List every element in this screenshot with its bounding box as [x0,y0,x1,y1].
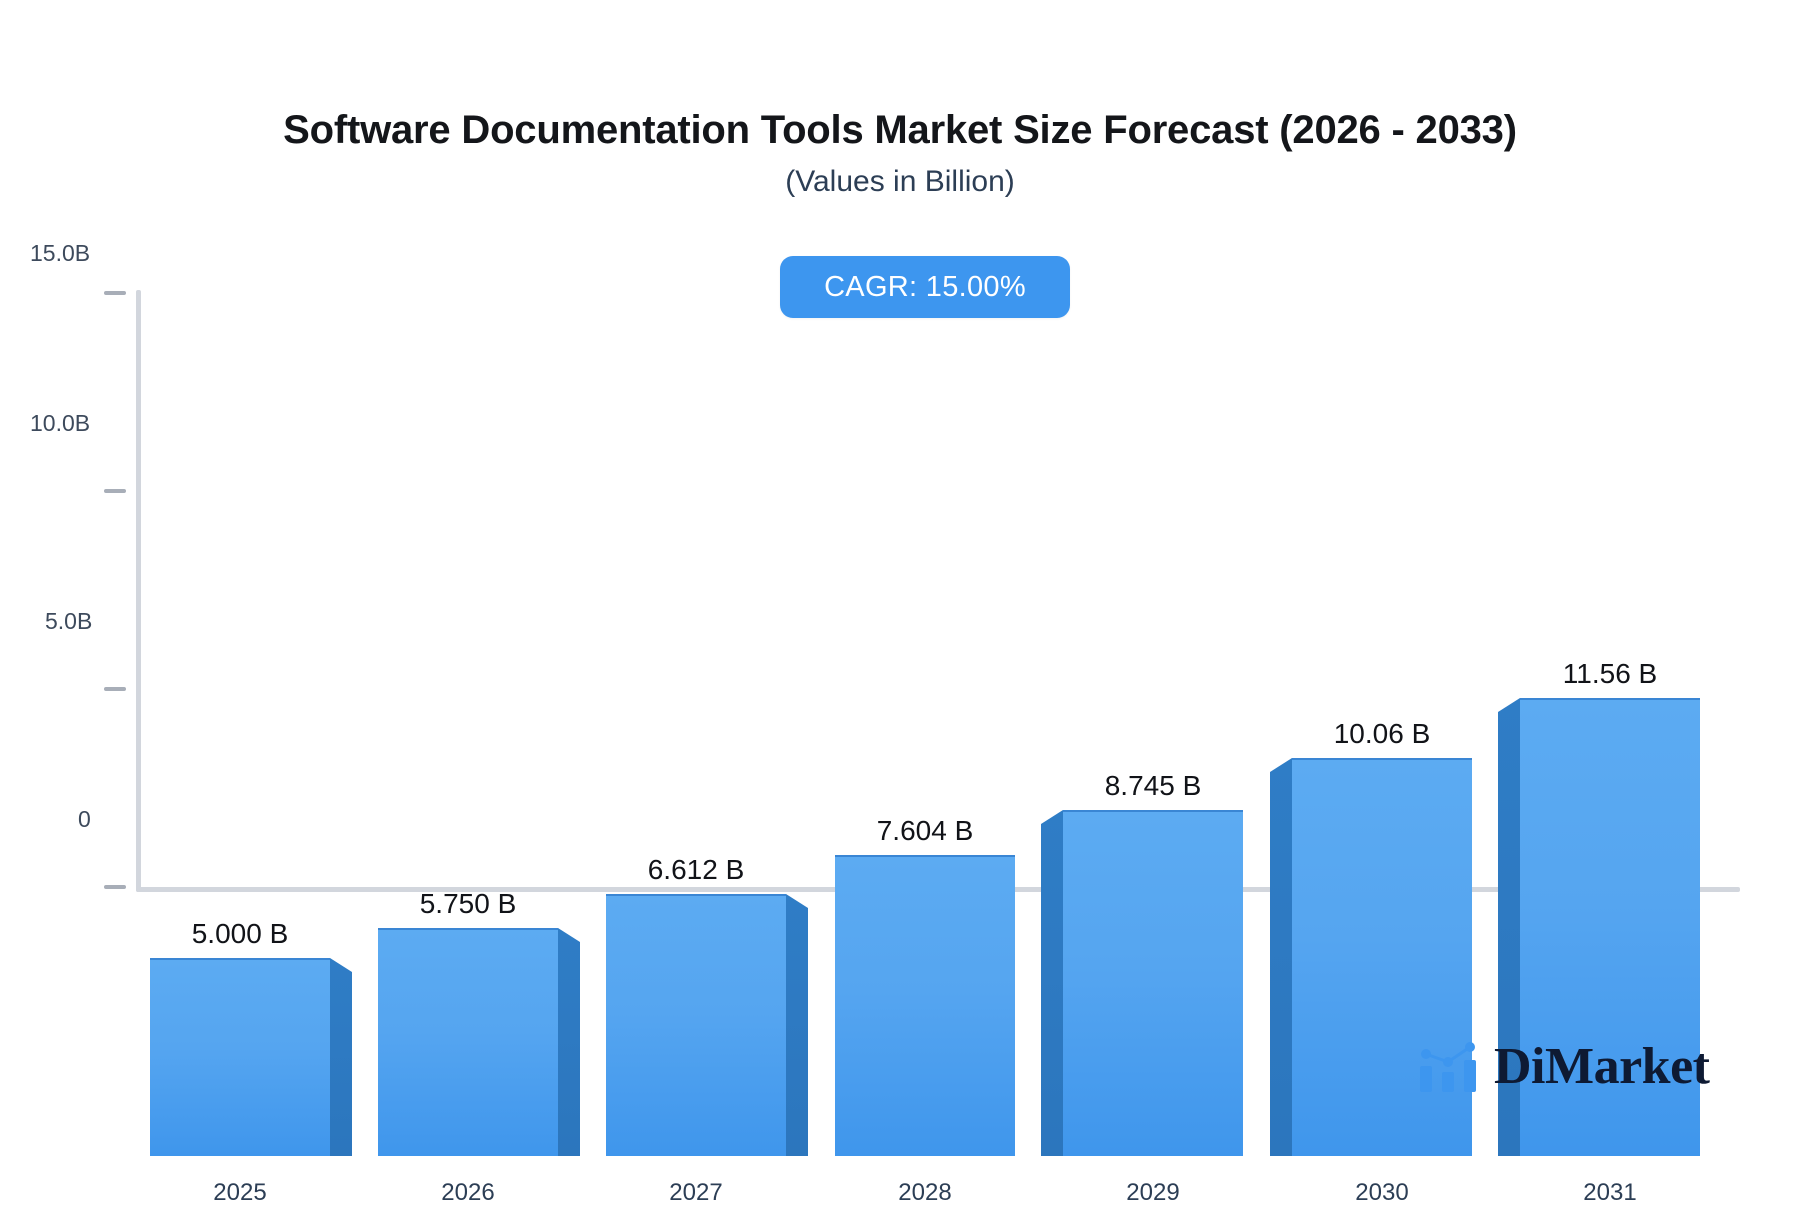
bar-2025: 5.000 B 2025 [150,269,352,1206]
bar-face [378,928,558,1156]
bar-side-shadow [1270,758,1292,1156]
bar-chart-logo-icon [1418,1040,1480,1094]
plot-area: 15.0B 10.0B 5.0B 0 5.000 B 2025 5.750 B … [30,240,1740,1206]
bar-value-label: 8.745 B [1104,770,1202,801]
y-tick-dash-0 [104,885,126,889]
x-tick-label: 2029 [1126,1179,1180,1206]
bar-2029: 8.745 B 2029 [1041,269,1243,1206]
bar-side-shadow [786,894,808,1156]
bar-value-label: 6.612 B [647,854,745,885]
bar-value-label: 10.06 B [1333,718,1431,749]
bar-2027: 6.612 B 2027 [606,269,808,1206]
x-tick-label: 2026 [441,1179,495,1206]
x-tick-label: 2027 [669,1179,723,1206]
x-tick-label: 2031 [1583,1179,1637,1206]
x-tick-label: 2025 [213,1179,267,1206]
chart-canvas: Software Documentation Tools Market Size… [30,108,1740,1206]
bar-2028: 7.604 B 2028 [835,269,1015,1206]
cagr-badge: CAGR: 15.00% [780,256,1070,318]
bar-value-label: 5.750 B [419,888,517,919]
bar-side-shadow [558,928,580,1156]
bar-face [150,958,330,1156]
chart-subtitle: (Values in Billion) [785,165,1015,198]
bar-face [1292,758,1472,1156]
bar-face [1520,698,1700,1156]
bar-side-shadow [330,958,352,1156]
bar-value-label: 11.56 B [1562,658,1658,689]
bar-2030: 10.06 B 2030 [1270,269,1472,1206]
x-tick-label: 2028 [898,1179,952,1206]
bar-2031: 11.56 B 2031 [1498,269,1700,1206]
chart-title: Software Documentation Tools Market Size… [283,108,1517,152]
y-tick-dash-15 [104,291,126,295]
x-tick-label: 2030 [1355,1179,1409,1206]
bar-2026: 5.750 B 2026 [378,269,580,1206]
bar-side-shadow [1041,810,1063,1156]
bar-value-label: 5.000 B [191,918,289,949]
y-tick-dash-5 [104,687,126,691]
dimarket-logo: DiMarket [1418,1038,1710,1095]
bar-value-label: 7.604 B [876,815,974,846]
bar-face [835,855,1015,1156]
bar-side-shadow [1498,698,1520,1156]
y-tick-dash-10 [104,489,126,493]
logo-wordmark: DiMarket [1494,1038,1710,1095]
cagr-badge-label: CAGR: 15.00% [824,270,1026,303]
bar-face [1063,810,1243,1156]
y-axis-line [136,290,141,892]
bar-face [606,894,786,1156]
